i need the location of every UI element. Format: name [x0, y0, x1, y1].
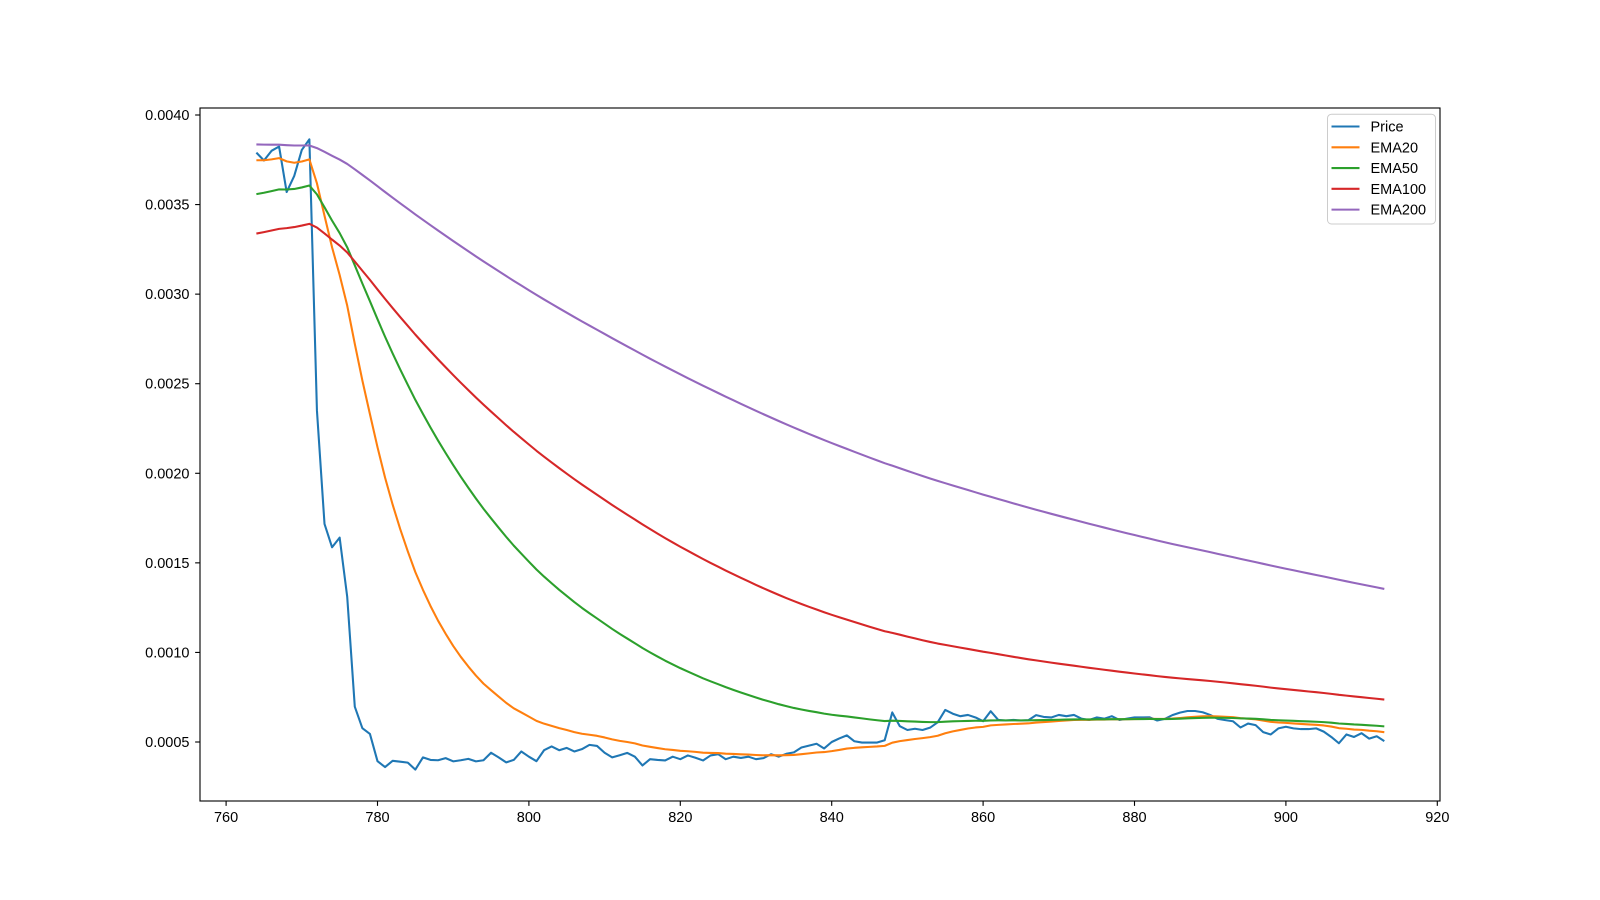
- svg-text:0.0020: 0.0020: [145, 466, 189, 482]
- svg-text:800: 800: [517, 810, 541, 826]
- svg-text:0.0025: 0.0025: [145, 377, 189, 393]
- svg-text:820: 820: [668, 810, 692, 826]
- svg-text:EMA50: EMA50: [1371, 161, 1419, 177]
- svg-text:920: 920: [1425, 810, 1449, 826]
- svg-text:0.0030: 0.0030: [145, 287, 189, 303]
- svg-text:0.0015: 0.0015: [145, 556, 189, 572]
- svg-text:840: 840: [820, 810, 844, 826]
- svg-text:880: 880: [1122, 810, 1146, 826]
- svg-text:860: 860: [971, 810, 995, 826]
- svg-text:0.0010: 0.0010: [145, 645, 189, 661]
- svg-text:900: 900: [1274, 810, 1298, 826]
- svg-text:0.0040: 0.0040: [145, 108, 189, 124]
- svg-text:Price: Price: [1371, 120, 1404, 136]
- svg-text:0.0005: 0.0005: [145, 735, 189, 751]
- svg-text:EMA100: EMA100: [1371, 182, 1427, 198]
- svg-text:760: 760: [214, 810, 238, 826]
- svg-text:EMA20: EMA20: [1371, 140, 1419, 156]
- svg-text:780: 780: [365, 810, 389, 826]
- svg-text:EMA200: EMA200: [1371, 203, 1427, 219]
- svg-text:0.0035: 0.0035: [145, 198, 189, 214]
